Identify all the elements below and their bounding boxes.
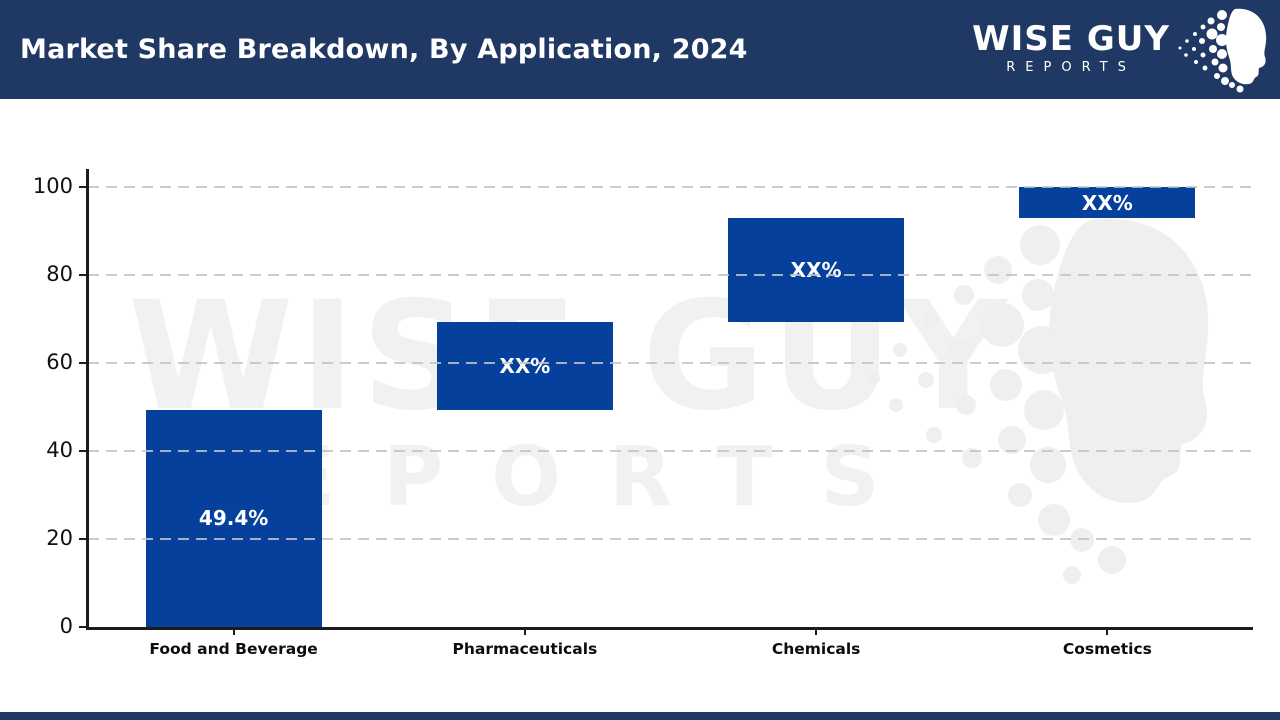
y-tick-mark — [79, 626, 88, 628]
bar-value-label: XX% — [499, 353, 551, 378]
y-tick-mark — [79, 274, 88, 276]
x-tick-mark — [1106, 627, 1109, 635]
y-tick-label: 60 — [46, 350, 73, 374]
brand-subname: REPORTS — [1006, 60, 1136, 75]
brand-name: WISE GUY — [972, 19, 1170, 59]
header-bar: Market Share Breakdown, By Application, … — [0, 0, 1280, 99]
bar: XX% — [436, 322, 613, 410]
y-tick-mark — [79, 450, 88, 452]
x-tick-label: Food and Beverage — [149, 640, 318, 658]
footer-bar — [0, 712, 1280, 720]
x-tick-mark — [523, 627, 526, 635]
bar-chart: 49.4% Food and Beverage XX% Pharmaceuticals… — [0, 99, 1280, 712]
y-tick-label: 20 — [46, 526, 73, 550]
gridline — [88, 186, 1253, 188]
dotted-face-icon — [1178, 8, 1267, 93]
gridline — [88, 538, 1253, 540]
x-axis-line — [86, 627, 1253, 630]
bar: XX% — [728, 218, 905, 323]
x-tick-mark — [232, 627, 235, 635]
brand-logo: WISE GUY REPORTS — [972, 0, 1270, 99]
x-tick-label: Cosmetics — [1062, 640, 1152, 658]
brand-logo-text: WISE GUY REPORTS — [972, 22, 1170, 75]
y-tick-label: 0 — [59, 614, 73, 638]
y-axis-line — [86, 169, 89, 629]
watermark-dotted-face — [868, 218, 1209, 584]
bar-value-label: XX% — [790, 258, 842, 283]
page-title: Market Share Breakdown, By Application, … — [20, 34, 748, 65]
y-tick-mark — [79, 362, 88, 364]
gridline — [88, 450, 1253, 452]
y-tick-mark — [79, 186, 88, 188]
bar-value-label: 49.4% — [198, 506, 269, 531]
gridline — [88, 362, 1253, 364]
bar: XX% — [1019, 187, 1196, 219]
y-tick-label: 100 — [32, 174, 73, 198]
y-tick-mark — [79, 538, 88, 540]
x-tick-label: Pharmaceuticals — [452, 640, 598, 658]
x-tick-label: Chemicals — [771, 640, 861, 658]
bar-value-label: XX% — [1081, 190, 1133, 215]
x-tick-mark — [815, 627, 818, 635]
y-tick-label: 40 — [46, 438, 73, 462]
bar: 49.4% — [145, 409, 322, 627]
gridline — [88, 274, 1253, 276]
y-tick-label: 80 — [46, 262, 73, 286]
